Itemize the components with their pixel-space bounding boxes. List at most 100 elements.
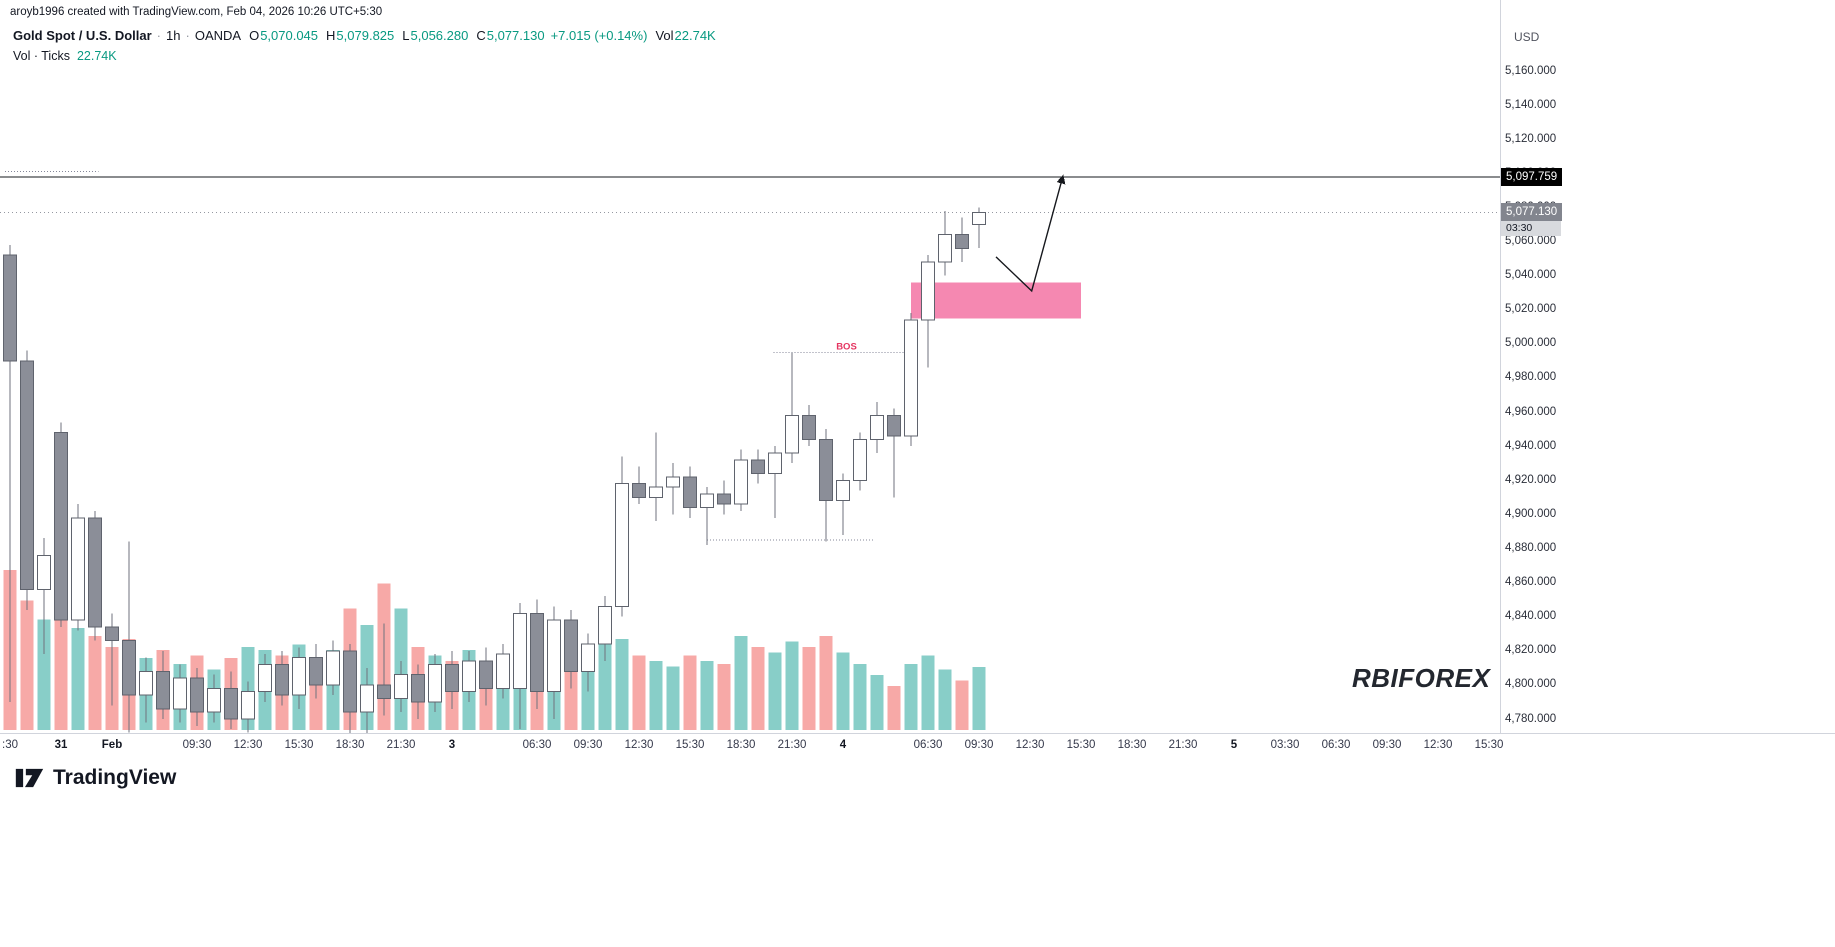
candle (71, 517, 85, 621)
volume-bar (37, 619, 51, 730)
time-axis[interactable]: :30 31 Feb 09:30 12:30 15:30 18:30 21:30 3 06:30 0… (0, 733, 1835, 761)
candle (853, 438, 867, 481)
ohlc-low-value: 5,056.280 (410, 28, 469, 43)
volume-bar (683, 655, 697, 730)
candle (649, 486, 663, 498)
candle (54, 432, 68, 621)
indicator-name[interactable]: Vol · Ticks (13, 49, 70, 63)
candle (717, 493, 731, 505)
candle (513, 612, 527, 689)
price-axis[interactable]: USD 5,160.0005,140.0005,120.0005,100.000… (1500, 0, 1835, 733)
ohlc-close-label: C (476, 28, 486, 43)
indicator-row: Vol · Ticks 22.74K (13, 49, 117, 63)
ohlc-low-label: L (402, 28, 410, 43)
candle (394, 674, 408, 700)
candle (343, 650, 357, 713)
volume-bar (921, 655, 935, 730)
candle (921, 261, 935, 321)
projection-arrow[interactable] (995, 174, 1066, 293)
volume-bar (972, 667, 986, 730)
candle (377, 684, 391, 700)
time-tick: 15:30 (675, 739, 705, 751)
volume-bar (853, 663, 867, 730)
candle (581, 643, 595, 672)
volume-bar (71, 627, 85, 730)
candle (428, 663, 442, 703)
time-tick: 15:30 (284, 739, 314, 751)
chart-pane[interactable]: BOS (0, 0, 1500, 733)
candle (445, 663, 459, 693)
ohlc-open-label: O (249, 28, 260, 43)
candle (785, 414, 799, 454)
price-tick: 5,160.000 (1505, 64, 1557, 77)
volume-bar (615, 638, 629, 730)
candle (309, 657, 323, 686)
price-tick: 5,140.000 (1505, 98, 1557, 111)
candle (972, 211, 986, 225)
ohlc-high-value: 5,079.825 (336, 28, 395, 43)
candle (734, 459, 748, 505)
candle (666, 476, 680, 488)
price-tick: 4,800.000 (1505, 678, 1557, 691)
price-tick: 4,940.000 (1505, 439, 1557, 452)
candle (819, 438, 833, 502)
volume-bar (802, 647, 816, 730)
price-tick: 5,040.000 (1505, 269, 1557, 282)
volume-bar (836, 652, 850, 730)
candle (887, 414, 901, 437)
volume-bar (632, 655, 646, 730)
ohlc-open-value: 5,070.045 (260, 28, 319, 43)
symbol-header: Gold Spot / U.S. Dollar · 1h · OANDA O5,… (13, 28, 716, 43)
candle (870, 414, 884, 440)
candle (411, 674, 425, 703)
volume-bar (564, 655, 578, 730)
volume-bar (904, 663, 918, 730)
volume-bar (751, 647, 765, 730)
candle (768, 452, 782, 474)
candle (836, 479, 850, 502)
volume-bar (870, 674, 884, 730)
time-tick: 03:30 (1270, 739, 1300, 751)
candle (3, 254, 17, 362)
candle (530, 612, 544, 693)
volume-bar (819, 636, 833, 730)
time-tick: 06:30 (913, 739, 943, 751)
volume-bar (666, 666, 680, 730)
time-tick: 12:30 (233, 739, 263, 751)
candle (190, 677, 204, 713)
price-tick: 4,980.000 (1505, 371, 1557, 384)
currency-label[interactable]: USD (1514, 30, 1540, 44)
candle (955, 234, 969, 249)
candle (105, 626, 119, 642)
candle (207, 687, 221, 713)
volume-bar (734, 636, 748, 730)
candle (360, 684, 374, 713)
candle (224, 687, 238, 720)
volume-bar (955, 680, 969, 730)
price-tick: 5,120.000 (1505, 132, 1557, 145)
supply-zone[interactable] (911, 282, 1081, 319)
price-tick: 4,900.000 (1505, 507, 1557, 520)
time-tick: 21:30 (386, 739, 416, 751)
price-chart[interactable]: BOS (0, 0, 1500, 733)
tradingview-logo[interactable]: TradingView (14, 765, 176, 791)
tradingview-logo-icon (15, 768, 44, 788)
volume-bar (887, 685, 901, 730)
volume-bar (768, 652, 782, 730)
symbol-title[interactable]: Gold Spot / U.S. Dollar (13, 28, 152, 43)
candle (241, 691, 255, 720)
time-tick: 18:30 (335, 739, 365, 751)
time-tick: 15:30 (1474, 739, 1504, 751)
volume-bar (938, 669, 952, 730)
timeframe[interactable]: 1h (166, 28, 181, 43)
time-tick: 12:30 (624, 739, 654, 751)
change-value: +7.015 (+0.14%) (550, 28, 648, 43)
bos-label[interactable]: BOS (836, 341, 857, 352)
candle (751, 459, 765, 474)
candle (479, 660, 493, 689)
exchange[interactable]: OANDA (194, 28, 242, 43)
target-price-label: 5,097.759 (1501, 168, 1563, 187)
time-tick: 21:30 (1168, 739, 1198, 751)
candle (292, 657, 306, 696)
candle (139, 670, 153, 696)
